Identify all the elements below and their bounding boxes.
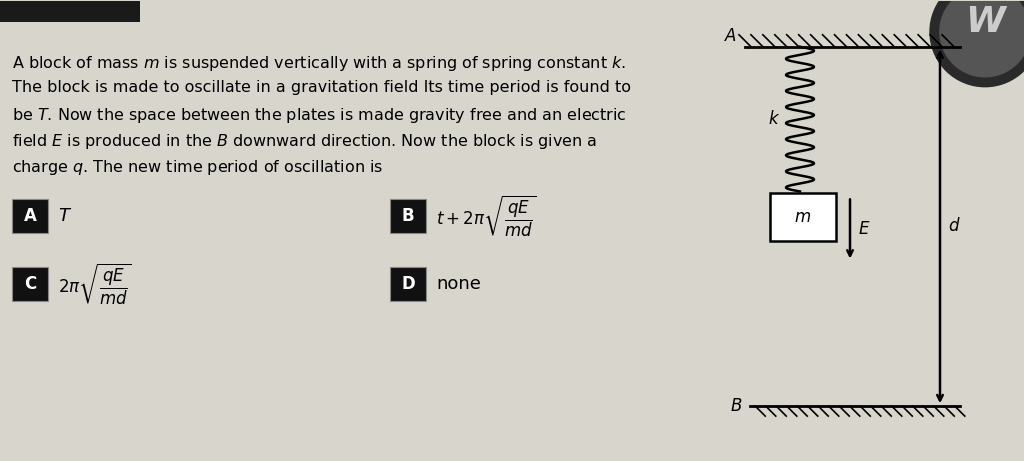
Circle shape xyxy=(930,0,1024,87)
Text: be $T$. Now the space between the plates is made gravity free and an electric: be $T$. Now the space between the plates… xyxy=(12,106,627,124)
Text: $E$: $E$ xyxy=(858,220,870,238)
Text: The block is made to oscillate in a gravitation field Its time period is found t: The block is made to oscillate in a grav… xyxy=(12,80,631,95)
Text: $d$: $d$ xyxy=(948,218,961,236)
Text: B: B xyxy=(401,207,415,225)
Text: field $E$ is produced in the $B$ downward direction. Now the block is given a: field $E$ is produced in the $B$ downwar… xyxy=(12,131,597,151)
Bar xyxy=(390,267,426,301)
Bar xyxy=(12,200,48,233)
Text: A block of mass $m$ is suspended vertically with a spring of spring constant $k$: A block of mass $m$ is suspended vertica… xyxy=(12,54,626,73)
Text: W: W xyxy=(965,5,1005,39)
Text: $T$: $T$ xyxy=(58,207,72,225)
Bar xyxy=(770,194,836,242)
Text: $t + 2\pi\sqrt{\dfrac{qE}{md}}$: $t + 2\pi\sqrt{\dfrac{qE}{md}}$ xyxy=(436,194,537,239)
Bar xyxy=(12,267,48,301)
Text: C: C xyxy=(24,275,36,293)
Text: $B$: $B$ xyxy=(730,397,742,415)
Text: $k$: $k$ xyxy=(768,110,780,128)
Text: D: D xyxy=(401,275,415,293)
Text: $2\pi\sqrt{\dfrac{qE}{md}}$: $2\pi\sqrt{\dfrac{qE}{md}}$ xyxy=(58,261,132,307)
Bar xyxy=(0,1,140,22)
Circle shape xyxy=(940,0,1024,77)
Text: charge $q$. The new time period of oscillation is: charge $q$. The new time period of oscil… xyxy=(12,158,383,177)
Text: A: A xyxy=(24,207,37,225)
Text: $A$: $A$ xyxy=(724,27,737,45)
Text: none: none xyxy=(436,275,481,293)
Text: $m$: $m$ xyxy=(795,208,812,226)
Bar xyxy=(390,200,426,233)
